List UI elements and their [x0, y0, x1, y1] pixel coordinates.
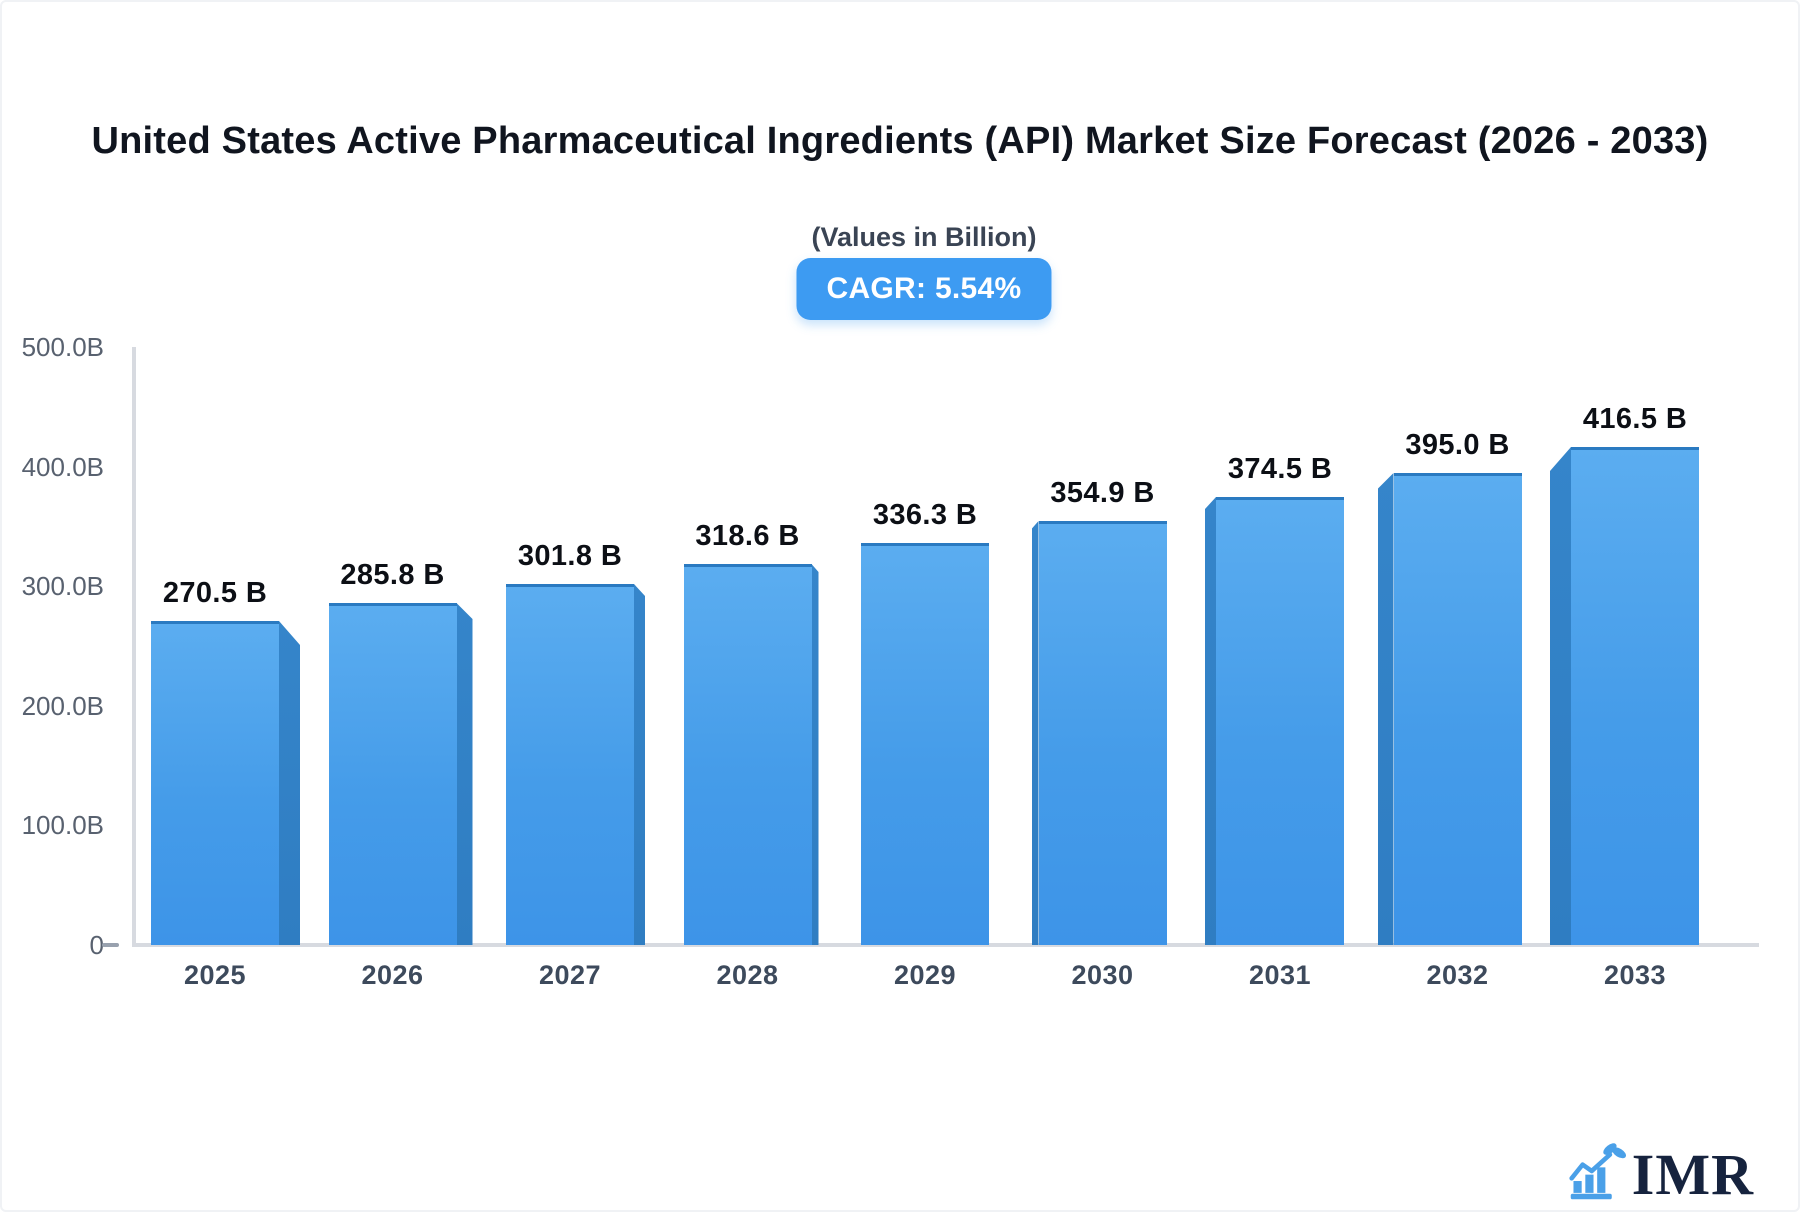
y-tick-label: 400.0B — [21, 451, 104, 482]
bar-side-face — [1031, 521, 1039, 945]
bar-value-label: 336.3 B — [872, 499, 978, 531]
y-tick-label: 100.0B — [21, 810, 104, 841]
x-tick-label: 2028 — [716, 960, 779, 990]
bar-value-label: 270.5 B — [162, 577, 268, 609]
bar-value-label: 301.8 B — [517, 540, 623, 572]
bar-value-label: 374.5 B — [1227, 453, 1333, 485]
bar-side-face — [279, 621, 300, 945]
logo-chart-leaf-icon — [1569, 1143, 1626, 1200]
bar-side-face — [811, 564, 819, 945]
bar-2029 — [861, 543, 989, 945]
bar-side-face — [1205, 497, 1216, 945]
bar-2026 — [328, 603, 457, 945]
bar-side-face — [456, 603, 473, 945]
x-tick-label: 2025 — [183, 960, 247, 990]
bar-side-face — [1377, 473, 1394, 945]
y-axis-line — [132, 347, 136, 947]
x-tick-label: 2033 — [1603, 960, 1667, 990]
bar-2027 — [506, 584, 634, 945]
bar-value-label: 285.8 B — [340, 559, 445, 591]
bar-2032 — [1393, 473, 1522, 945]
bar-side-face — [1550, 447, 1571, 945]
bar-2030 — [1038, 521, 1167, 945]
bar-value-label: 395.0 B — [1405, 429, 1510, 461]
x-axis-line — [132, 943, 1759, 947]
bar-2031 — [1216, 497, 1344, 945]
bar-value-label: 416.5 B — [1582, 403, 1688, 435]
y-tick-label: 0 — [89, 930, 104, 960]
chart-subtitle: (Values in Billion) — [811, 222, 1037, 252]
page-title: United States Active Pharmaceutical Ingr… — [91, 120, 1709, 163]
bar-2033 — [1571, 447, 1699, 945]
x-tick-label: 2032 — [1426, 960, 1489, 990]
cagr-badge: CAGR: 5.54% — [796, 258, 1052, 320]
bar-2028 — [683, 564, 812, 945]
imr-logo: IMR — [1568, 1140, 1754, 1207]
logo-text: IMR — [1631, 1141, 1754, 1207]
bar-2025 — [151, 621, 279, 945]
y-tick-label: 300.0B — [21, 571, 104, 602]
bar-value-label: 318.6 B — [695, 520, 800, 552]
x-tick-label: 2026 — [361, 960, 424, 990]
bar-value-label: 354.9 B — [1050, 477, 1155, 509]
y-tick-label: 200.0B — [21, 690, 104, 721]
bar-side-face — [634, 584, 645, 945]
x-tick-label: 2029 — [893, 960, 957, 990]
x-tick-label: 2031 — [1248, 960, 1312, 990]
y-tick-label: 500.0B — [21, 332, 104, 362]
x-tick-label: 2030 — [1071, 960, 1134, 990]
x-tick-label: 2027 — [538, 960, 602, 990]
zero-tick-mark — [102, 943, 119, 947]
